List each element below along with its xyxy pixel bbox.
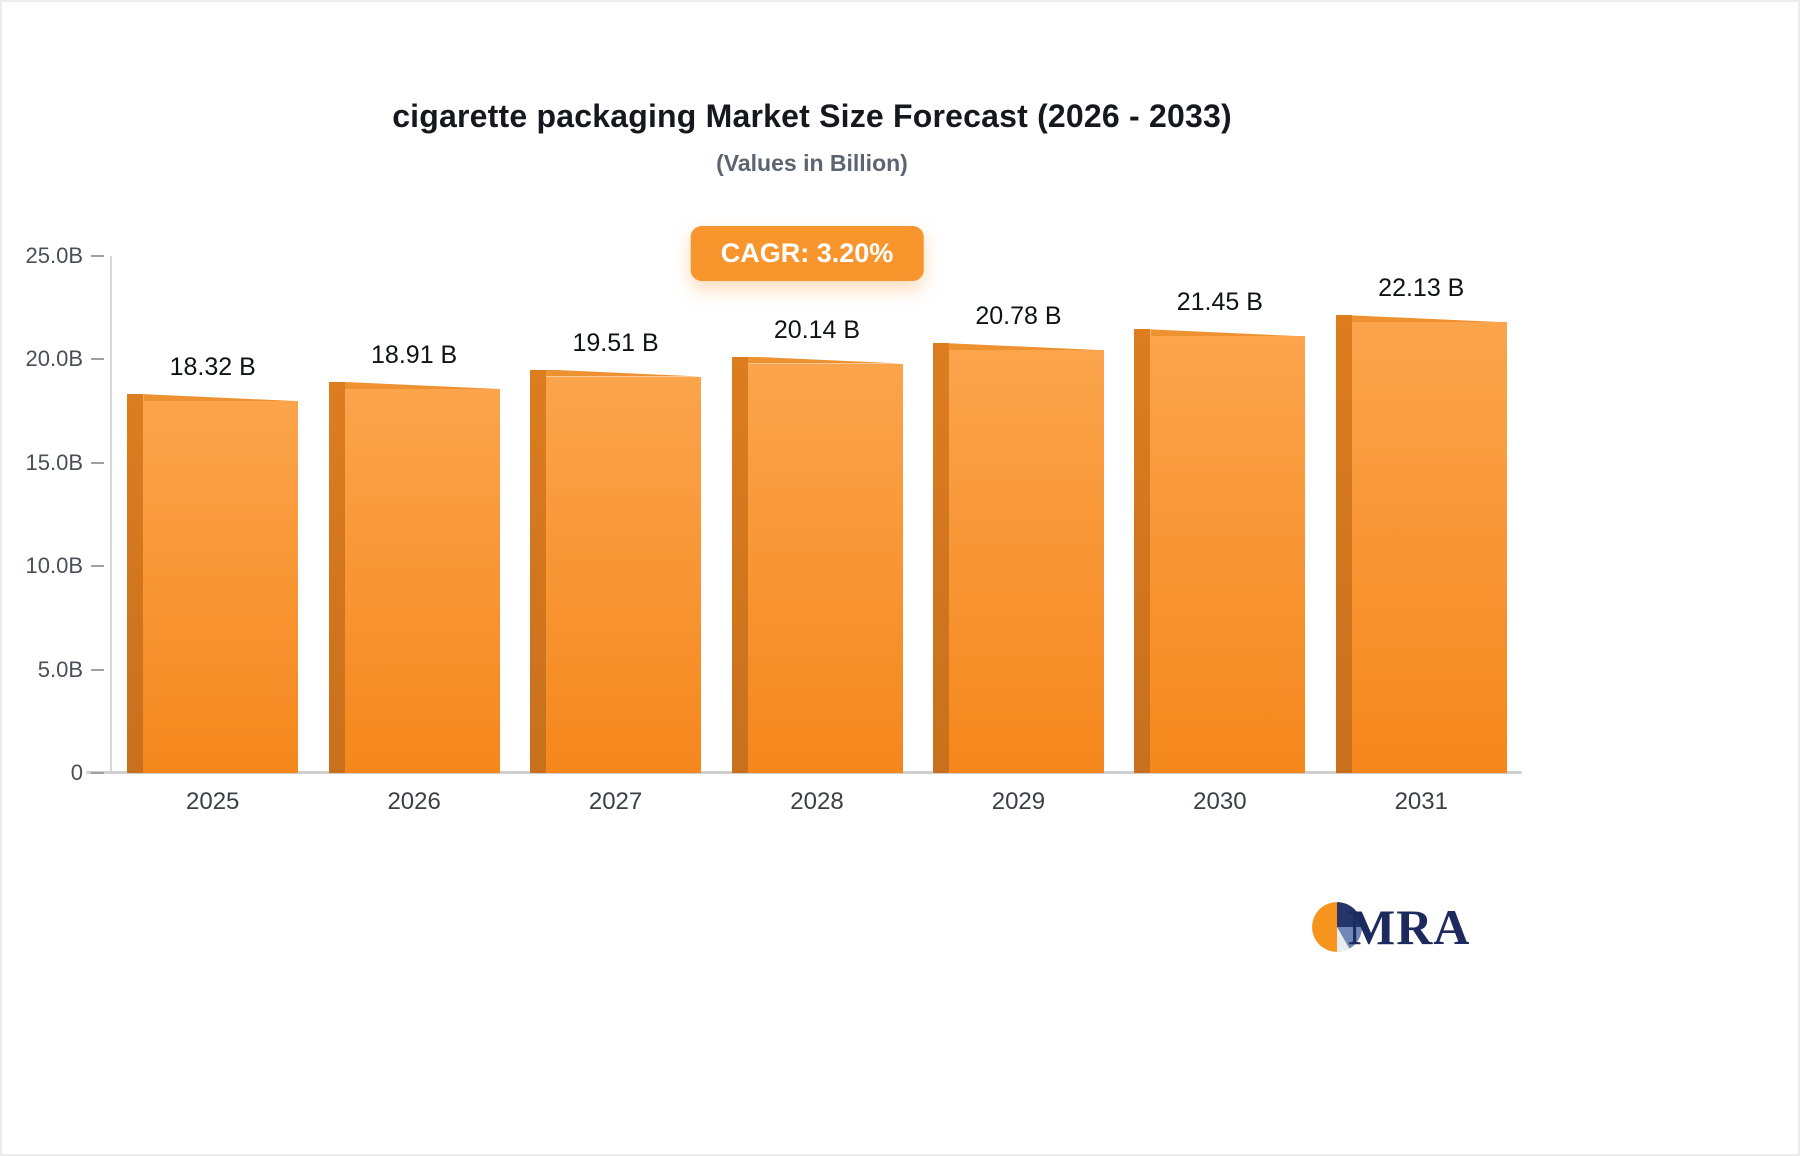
y-tick-10.0B: 10.0B <box>2 552 104 580</box>
y-tick-label: 25.0B <box>25 243 84 268</box>
y-tick-25.0B: 25.0B <box>2 242 104 270</box>
bar-top-face <box>344 381 500 389</box>
x-label-2031: 2031 <box>1394 788 1448 815</box>
x-label-2030: 2030 <box>1193 788 1247 815</box>
bar-front-face <box>344 388 500 773</box>
x-label-2029: 2029 <box>991 788 1046 815</box>
y-tick-mark <box>91 461 104 464</box>
bar-side-face <box>1335 315 1352 773</box>
bar-top-face <box>747 356 903 364</box>
y-tick-mark <box>91 772 104 774</box>
bar-side-face <box>530 369 547 773</box>
y-tick-15.0B: 15.0B <box>2 449 104 477</box>
x-label-2025: 2025 <box>186 788 240 815</box>
x-label-2028: 2028 <box>790 788 844 815</box>
mra-logo-text: MRA <box>1348 899 1471 955</box>
bar-value-label-2026: 18.91 B <box>371 340 458 369</box>
bar-2029 <box>932 343 1104 773</box>
bar-front-face <box>747 363 903 773</box>
y-tick-label: 15.0B <box>25 449 84 475</box>
bar-top-face <box>1351 315 1507 323</box>
bar-2030 <box>1134 329 1306 773</box>
bar-value-label-2028: 20.14 B <box>773 315 861 344</box>
x-label-2026: 2026 <box>387 788 441 815</box>
y-tick-20.0B: 20.0B <box>2 345 104 373</box>
bar-front-face <box>546 376 702 773</box>
bar-front-face <box>1351 322 1507 773</box>
cagr-badge: CAGR: 3.20% <box>690 226 924 281</box>
y-tick-mark <box>91 358 104 361</box>
mra-logo-icon <box>1312 902 1362 952</box>
chart-subtitle: (Values in Billion) <box>716 150 908 176</box>
bar-side-face <box>731 356 748 773</box>
bar-front-face <box>1150 336 1306 773</box>
bar-side-face <box>932 343 949 773</box>
bar-value-label-2031: 22.13 B <box>1378 274 1465 303</box>
y-tick-0: 0 <box>2 759 104 787</box>
y-tick-mark <box>91 668 104 671</box>
y-tick-label: 10.0B <box>25 553 84 579</box>
y-tick-mark <box>91 255 104 257</box>
bar-top-face <box>143 394 299 402</box>
bar-value-label-2027: 19.51 B <box>572 328 659 357</box>
bar-2028 <box>731 356 903 773</box>
plot-area: 18.32 B 18.91 B 19.51 B 20.14 B 20.78 B 21.45… <box>112 256 1522 773</box>
bar-side-face <box>127 394 144 773</box>
x-label-2027: 2027 <box>588 788 643 815</box>
bar-value-label-2029: 20.78 B <box>975 302 1062 331</box>
y-tick-label: 0 <box>70 760 83 785</box>
bar-front-face <box>948 350 1104 773</box>
bar-2027 <box>530 369 702 773</box>
y-axis-line <box>110 256 112 773</box>
bar-front-face <box>143 401 299 773</box>
bar-side-face <box>328 381 345 773</box>
y-tick-mark <box>91 565 104 568</box>
bar-2026 <box>328 381 500 773</box>
bar-2025 <box>127 394 299 773</box>
bar-value-label-2025: 18.32 B <box>169 353 256 382</box>
bar-value-label-2030: 21.45 B <box>1176 288 1263 317</box>
bar-top-face <box>948 343 1104 351</box>
bar-top-face <box>1150 329 1306 337</box>
y-tick-label: 20.0B <box>25 346 84 372</box>
bar-top-face <box>546 369 702 377</box>
chart-title: cigarette packaging Market Size Forecast… <box>392 98 1232 134</box>
y-tick-5.0B: 5.0B <box>2 656 104 684</box>
bar-side-face <box>1134 329 1151 773</box>
y-tick-label: 5.0B <box>37 656 83 682</box>
mra-logo: MRA <box>1310 898 1470 956</box>
bar-2031 <box>1335 315 1507 773</box>
